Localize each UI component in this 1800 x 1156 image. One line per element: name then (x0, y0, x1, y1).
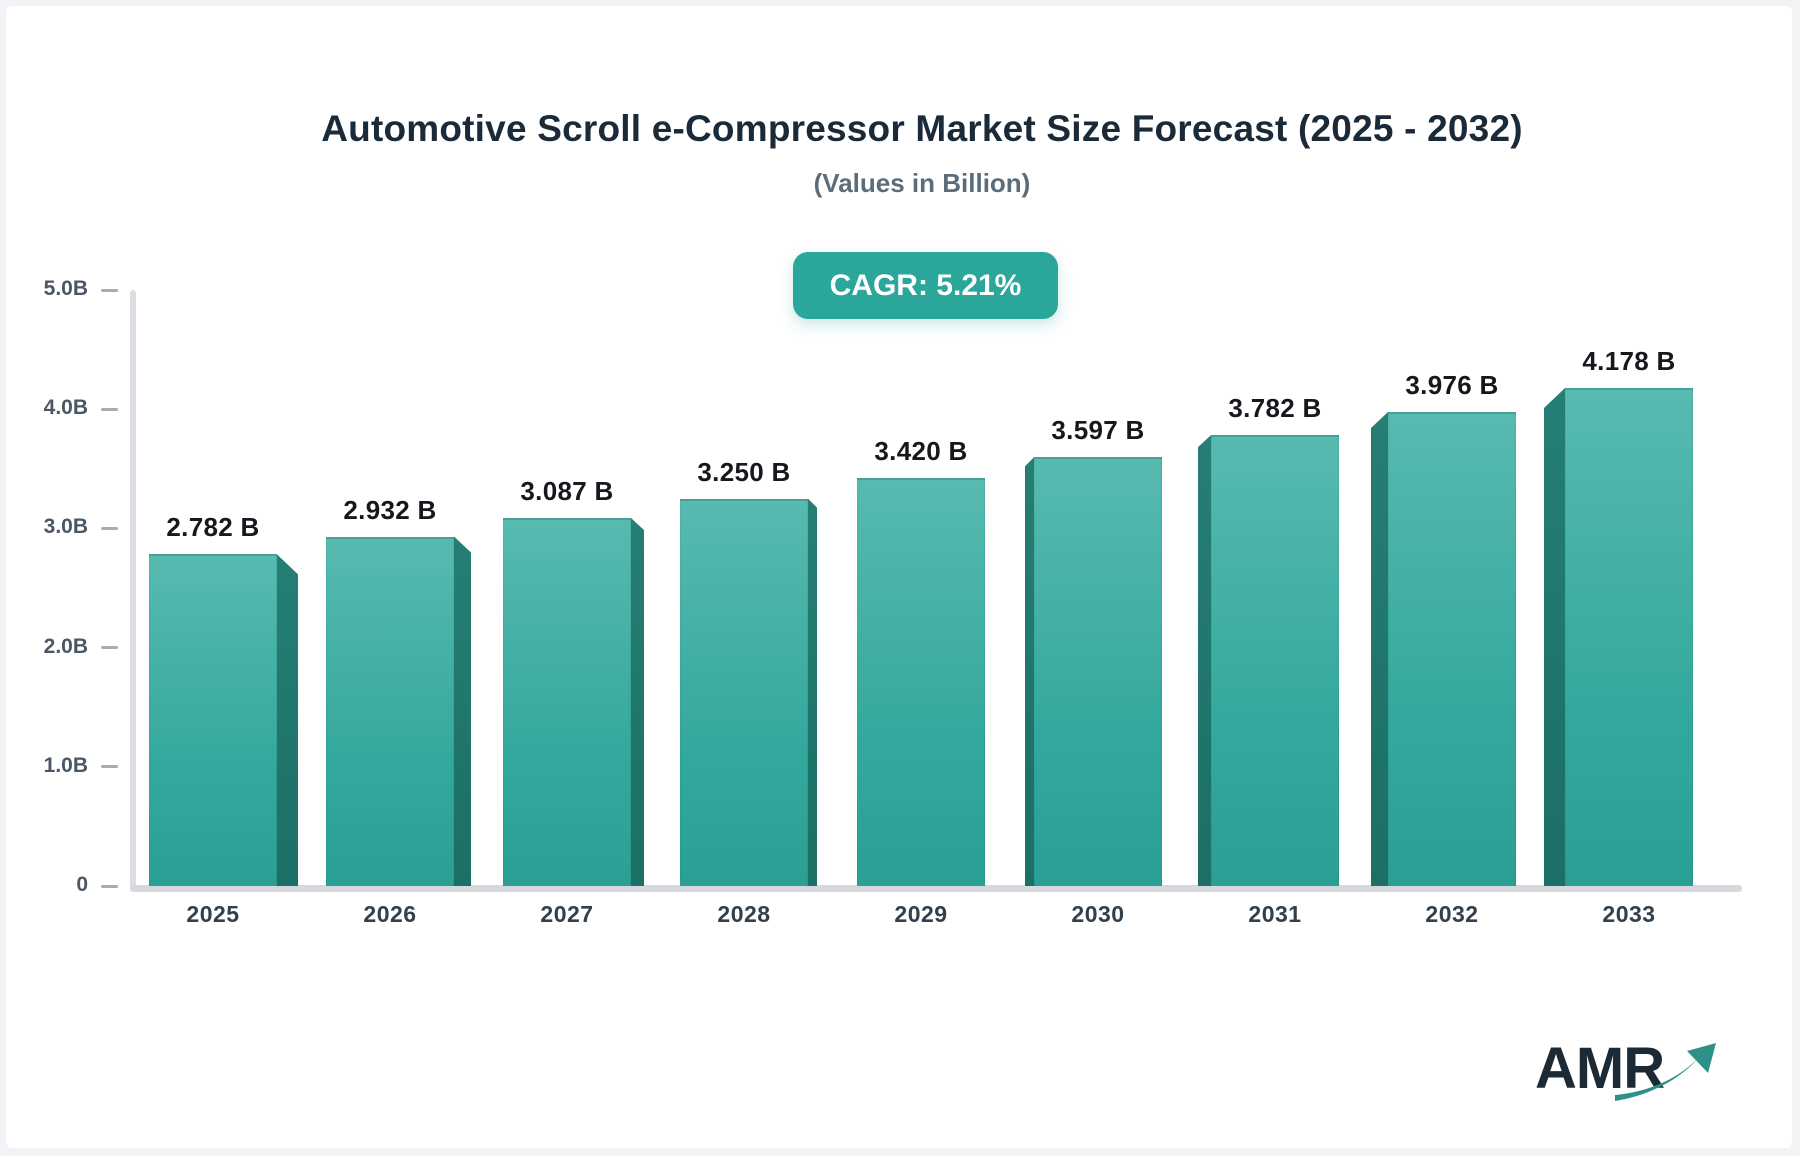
bar (503, 518, 631, 886)
bar-side-face (1025, 457, 1034, 886)
bar-value-label: 3.250 B (697, 456, 791, 487)
bar-side-face (454, 536, 471, 886)
amr-logo: AMR (1535, 1035, 1735, 1115)
bar-value-label: 3.087 B (520, 476, 614, 507)
x-axis-year-label: 2028 (717, 901, 771, 927)
bar (1034, 457, 1162, 886)
bar-value-label: 3.782 B (1228, 393, 1322, 424)
bar (1565, 387, 1693, 886)
x-axis-year-label: 2031 (1248, 901, 1302, 927)
bar-side-face (1544, 387, 1565, 886)
bar-side-face (1371, 412, 1388, 886)
bar-value-label: 4.178 B (1582, 345, 1676, 376)
y-axis-label: 0 (76, 873, 88, 896)
y-axis-label: 1.0B (43, 753, 88, 777)
chart-title: Automotive Scroll e-Compressor Market Si… (321, 108, 1523, 149)
y-axis-tick (101, 407, 118, 411)
y-axis-line (130, 290, 136, 889)
x-axis-year-label: 2026 (363, 901, 417, 927)
y-axis-tick (101, 884, 118, 888)
bar-value-label: 2.932 B (343, 494, 437, 525)
y-axis-label: 3.0B (43, 515, 88, 539)
x-axis-year-label: 2025 (186, 901, 240, 927)
amr-logo-arrow-icon (1615, 1043, 1716, 1101)
y-axis-tick (101, 288, 118, 292)
bar-side-face (631, 518, 644, 886)
x-axis-year-label: 2030 (1071, 901, 1125, 927)
bar (680, 498, 808, 886)
y-axis-label: 5.0B (43, 277, 88, 300)
bar-value-label: 2.782 B (166, 512, 260, 543)
bar-side-face (808, 498, 817, 886)
bar-side-face (277, 554, 298, 886)
bar-value-label: 3.976 B (1405, 370, 1499, 401)
bar (1388, 412, 1516, 886)
bar-value-label: 3.597 B (1051, 415, 1145, 446)
x-axis-year-label: 2032 (1425, 901, 1479, 927)
x-axis-year-label: 2027 (540, 901, 594, 927)
bar (1211, 435, 1339, 886)
chart-subtitle: (Values in Billion) (813, 168, 1031, 198)
bar-side-face (1198, 435, 1211, 886)
y-axis-tick (101, 765, 118, 769)
cagr-badge: CAGR: 5.21% (793, 252, 1058, 319)
x-axis-year-label: 2029 (894, 901, 948, 927)
bar (149, 554, 277, 886)
y-axis-tick (101, 526, 118, 530)
y-axis-tick (101, 646, 118, 650)
y-axis-label: 4.0B (43, 396, 88, 420)
bar-value-label: 3.420 B (874, 436, 968, 467)
y-axis-label: 2.0B (43, 634, 88, 658)
x-axis-line (130, 885, 1742, 892)
bar (857, 478, 985, 886)
bar (326, 536, 454, 886)
x-axis-year-label: 2033 (1602, 901, 1656, 927)
